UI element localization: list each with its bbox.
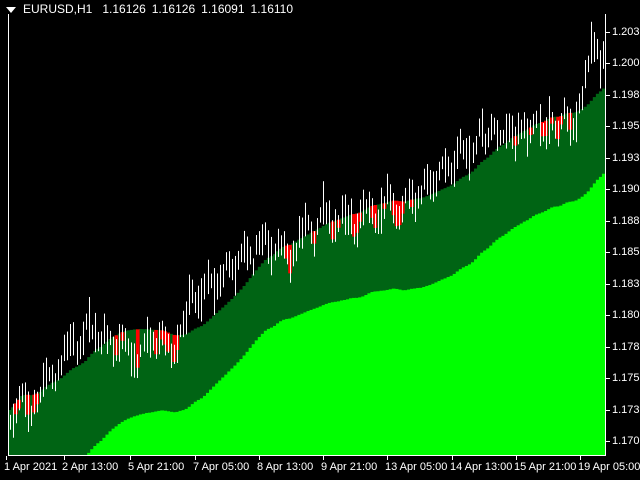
time-tick <box>580 456 581 460</box>
ohlc-close-value: 1.16110 <box>250 2 294 16</box>
time-axis-label: 7 Apr 05:00 <box>193 461 250 473</box>
price-axis-label: 1.17060 <box>612 435 640 448</box>
symbol-period-label: EURUSD,H1 <box>23 2 93 16</box>
time-tick <box>516 456 517 460</box>
price-tick <box>606 346 610 348</box>
price-axis-label: 1.18560 <box>612 246 640 259</box>
time-axis-label: 19 Apr 05:00 <box>578 461 640 473</box>
axis-bottom-line <box>8 455 606 456</box>
time-axis-label: 5 Apr 21:00 <box>128 461 185 473</box>
ohlc-low-value: 1.16091 <box>201 2 245 16</box>
price-axis-label: 1.17560 <box>612 372 640 385</box>
time-axis-label: 13 Apr 05:00 <box>385 461 448 473</box>
price-axis-label: 1.19810 <box>612 88 640 101</box>
ohlc-high-value: 1.16126 <box>151 2 196 16</box>
time-tick <box>323 456 324 460</box>
price-axis-label: 1.19060 <box>612 183 640 196</box>
time-axis-label: 8 Apr 13:00 <box>257 461 314 473</box>
price-chart-svg <box>8 21 605 455</box>
time-tick <box>6 456 7 460</box>
time-axis-label: 9 Apr 21:00 <box>321 461 378 473</box>
price-tick <box>606 126 610 128</box>
price-tick <box>606 63 610 65</box>
time-tick <box>130 456 131 460</box>
price-axis[interactable]: 1.20310 1.20060 1.19810 1.19560 1.19310 1.190… <box>606 0 640 480</box>
price-axis-label: 1.18810 <box>612 214 640 227</box>
time-axis[interactable]: 1 Apr 2021 2 Apr 13:00 5 Apr 21:00 7 Apr 05… <box>0 456 640 480</box>
time-tick <box>387 456 388 460</box>
time-axis-label: 14 Apr 13:00 <box>450 461 513 473</box>
symbol-bar: EURUSD,H1 1.16126 1.16126 1.16091 1.1611… <box>0 0 299 18</box>
price-tick <box>606 409 610 411</box>
price-axis-label: 1.19560 <box>612 120 640 133</box>
time-tick <box>195 456 196 460</box>
price-tick <box>606 220 610 222</box>
price-tick <box>606 441 610 443</box>
axis-left-line <box>8 14 9 455</box>
price-axis-label: 1.17810 <box>612 340 640 353</box>
chevron-down-icon[interactable] <box>6 6 16 13</box>
time-tick <box>452 456 453 460</box>
time-tick <box>64 456 65 460</box>
price-axis-label: 1.19310 <box>612 151 640 164</box>
price-tick <box>606 315 610 317</box>
time-axis-label: 15 Apr 21:00 <box>514 461 577 473</box>
price-tick <box>606 283 610 285</box>
price-axis-label: 1.18060 <box>612 309 640 322</box>
axis-right-line <box>605 14 606 455</box>
time-tick <box>259 456 260 460</box>
time-axis-label: 1 Apr 2021 <box>4 461 58 473</box>
price-tick <box>606 189 610 191</box>
cloud-bullish-fill <box>87 173 605 455</box>
price-tick <box>606 252 610 254</box>
ohlc-open-value: 1.16126 <box>102 2 146 16</box>
price-tick <box>606 31 610 33</box>
price-tick <box>606 378 610 380</box>
price-plot-area[interactable] <box>8 18 605 455</box>
price-axis-label: 1.18310 <box>612 277 640 290</box>
time-axis-label: 2 Apr 13:00 <box>62 461 119 473</box>
price-axis-label: 1.20310 <box>612 25 640 38</box>
price-tick <box>606 157 610 159</box>
price-axis-label: 1.17310 <box>612 403 640 416</box>
ohlc-bars <box>10 21 604 438</box>
price-tick <box>606 94 610 96</box>
price-axis-label: 1.20060 <box>612 57 640 70</box>
